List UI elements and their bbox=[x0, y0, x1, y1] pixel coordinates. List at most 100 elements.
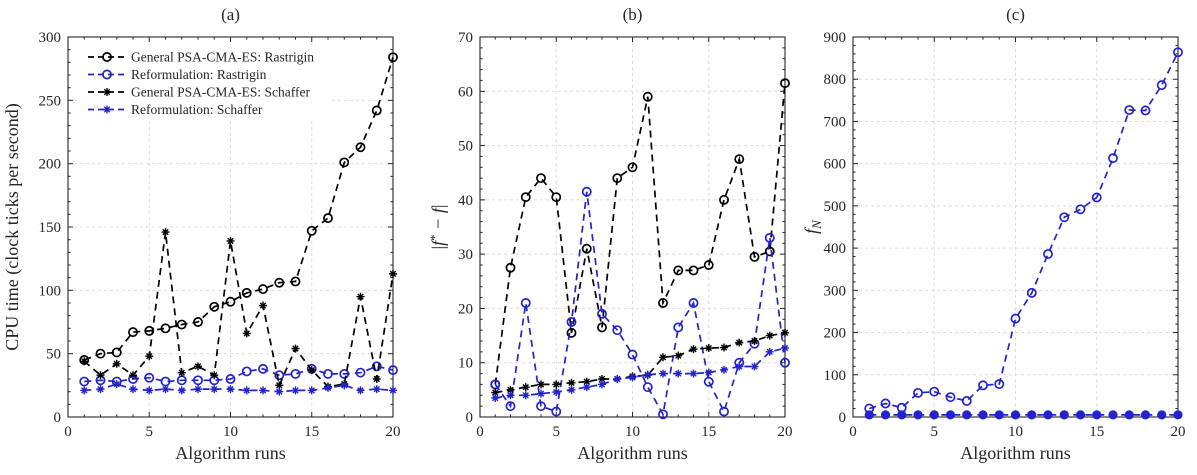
data-point-asterisk bbox=[103, 105, 111, 114]
y-tick-label: 0 bbox=[466, 410, 474, 426]
data-point-filled-circle bbox=[1075, 410, 1086, 420]
data-point-asterisk bbox=[194, 362, 202, 371]
data-point-asterisk bbox=[226, 385, 235, 394]
x-tick-label: 5 bbox=[931, 424, 939, 440]
data-point-asterisk bbox=[659, 353, 667, 362]
data-point-open-circle bbox=[612, 325, 623, 336]
data-point-open-circle bbox=[703, 376, 714, 387]
data-point-open-circle bbox=[388, 365, 398, 376]
data-point-asterisk bbox=[689, 369, 698, 378]
data-point-open-circle bbox=[913, 387, 923, 398]
data-point-asterisk bbox=[145, 386, 154, 395]
data-point-open-circle bbox=[780, 78, 790, 89]
data-point-open-circle bbox=[1124, 105, 1135, 115]
series-3 bbox=[80, 380, 397, 396]
data-point-open-circle bbox=[1173, 47, 1183, 58]
data-point-open-circle bbox=[225, 374, 236, 384]
data-point-open-circle bbox=[764, 232, 775, 243]
data-point-open-circle bbox=[612, 173, 623, 184]
data-point-filled-circle bbox=[1092, 410, 1102, 420]
y-axis-label: fN bbox=[801, 219, 824, 234]
data-point-open-circle bbox=[642, 91, 653, 102]
series-1 bbox=[490, 186, 790, 420]
panel-c: 0 5 10 15 20 0 100 200 300 400 500 600 700 800 900 (c) A… bbox=[800, 0, 1197, 475]
data-point-asterisk bbox=[735, 338, 744, 347]
y-tick-label: 250 bbox=[39, 93, 62, 109]
data-point-asterisk bbox=[765, 347, 774, 356]
data-point-open-circle bbox=[520, 192, 531, 203]
y-tick-label: 30 bbox=[458, 247, 473, 263]
y-tick-label: 40 bbox=[458, 193, 473, 209]
data-point-asterisk bbox=[96, 371, 105, 380]
y-tick-label: 20 bbox=[458, 301, 473, 317]
data-point-asterisk bbox=[356, 386, 365, 395]
data-point-asterisk bbox=[389, 269, 397, 278]
data-point-asterisk bbox=[781, 328, 789, 337]
data-point-open-circle bbox=[371, 361, 382, 372]
data-point-open-circle bbox=[688, 265, 699, 276]
data-point-asterisk bbox=[210, 385, 219, 394]
data-point-open-circle bbox=[536, 401, 546, 412]
data-point-open-circle bbox=[111, 347, 122, 358]
chart-svg-b: 0 5 10 15 20 0 10 20 30 40 50 60 70 (b) Algorithm runs… bbox=[427, 5, 793, 463]
data-point-asterisk bbox=[372, 375, 381, 383]
data-point-asterisk bbox=[103, 88, 111, 96]
data-point-open-circle bbox=[1059, 212, 1070, 223]
data-point-open-circle bbox=[306, 225, 317, 236]
panel-title: (c) bbox=[1006, 5, 1025, 24]
panel-b: 0 5 10 15 20 0 10 20 30 40 50 60 70 (b) Algorithm runs… bbox=[420, 0, 800, 475]
y-tick-label: 400 bbox=[824, 241, 847, 257]
axis-ticks bbox=[479, 36, 786, 418]
y-tick-label: 300 bbox=[39, 30, 62, 46]
x-axis-label: Algorithm runs bbox=[577, 443, 688, 463]
series-0 bbox=[490, 78, 790, 390]
data-point-open-circle bbox=[388, 52, 398, 63]
data-point-open-circle bbox=[176, 319, 187, 330]
y-tick-label: 600 bbox=[824, 157, 847, 173]
data-point-open-circle bbox=[1091, 192, 1102, 203]
data-point-open-circle bbox=[1156, 80, 1167, 91]
data-point-filled-circle bbox=[913, 410, 923, 420]
series-line bbox=[869, 51, 1179, 410]
data-point-filled-circle bbox=[1010, 410, 1021, 420]
data-point-asterisk bbox=[177, 368, 186, 377]
y-tick-label: 800 bbox=[824, 72, 847, 88]
series-0 bbox=[864, 47, 1183, 414]
x-tick-label: 5 bbox=[553, 424, 561, 440]
legend-label: General PSA-CMA-ES: Schaffer bbox=[131, 85, 310, 100]
y-tick-label: 150 bbox=[39, 220, 62, 236]
legend-label: Reformulation: Schaffer bbox=[131, 102, 263, 117]
legend: General PSA-CMA-ES: Rastrigin Reformulati… bbox=[79, 45, 331, 119]
legend-label: General PSA-CMA-ES: Rastrigin bbox=[131, 50, 314, 65]
series-line bbox=[495, 332, 786, 394]
data-point-open-circle bbox=[581, 186, 592, 197]
data-point-open-circle bbox=[597, 308, 607, 319]
data-point-open-circle bbox=[258, 363, 268, 374]
data-point-asterisk bbox=[506, 385, 515, 394]
data-point-asterisk bbox=[80, 386, 89, 395]
data-point-open-circle bbox=[290, 368, 301, 379]
y-tick-label: 50 bbox=[458, 139, 473, 155]
data-point-open-circle bbox=[1026, 287, 1037, 298]
data-point-open-circle bbox=[551, 192, 562, 203]
series-3 bbox=[491, 344, 789, 402]
data-point-filled-circle bbox=[1108, 410, 1118, 420]
series-1 bbox=[864, 410, 1183, 420]
x-tick-label: 15 bbox=[304, 424, 319, 440]
data-point-open-circle bbox=[764, 246, 775, 257]
x-tick-label: 15 bbox=[1089, 424, 1104, 440]
x-tick-label: 10 bbox=[223, 424, 238, 440]
y-tick-label: 900 bbox=[824, 30, 847, 46]
gridlines bbox=[853, 36, 1179, 417]
data-point-filled-circle bbox=[978, 410, 988, 420]
data-point-asterisk bbox=[129, 385, 137, 394]
data-point-open-circle bbox=[355, 367, 366, 378]
data-point-asterisk bbox=[194, 385, 202, 394]
series-line bbox=[494, 83, 786, 385]
data-point-open-circle bbox=[323, 213, 333, 224]
data-point-asterisk bbox=[781, 344, 789, 353]
data-point-filled-circle bbox=[994, 410, 1004, 420]
data-point-open-circle bbox=[339, 368, 350, 379]
